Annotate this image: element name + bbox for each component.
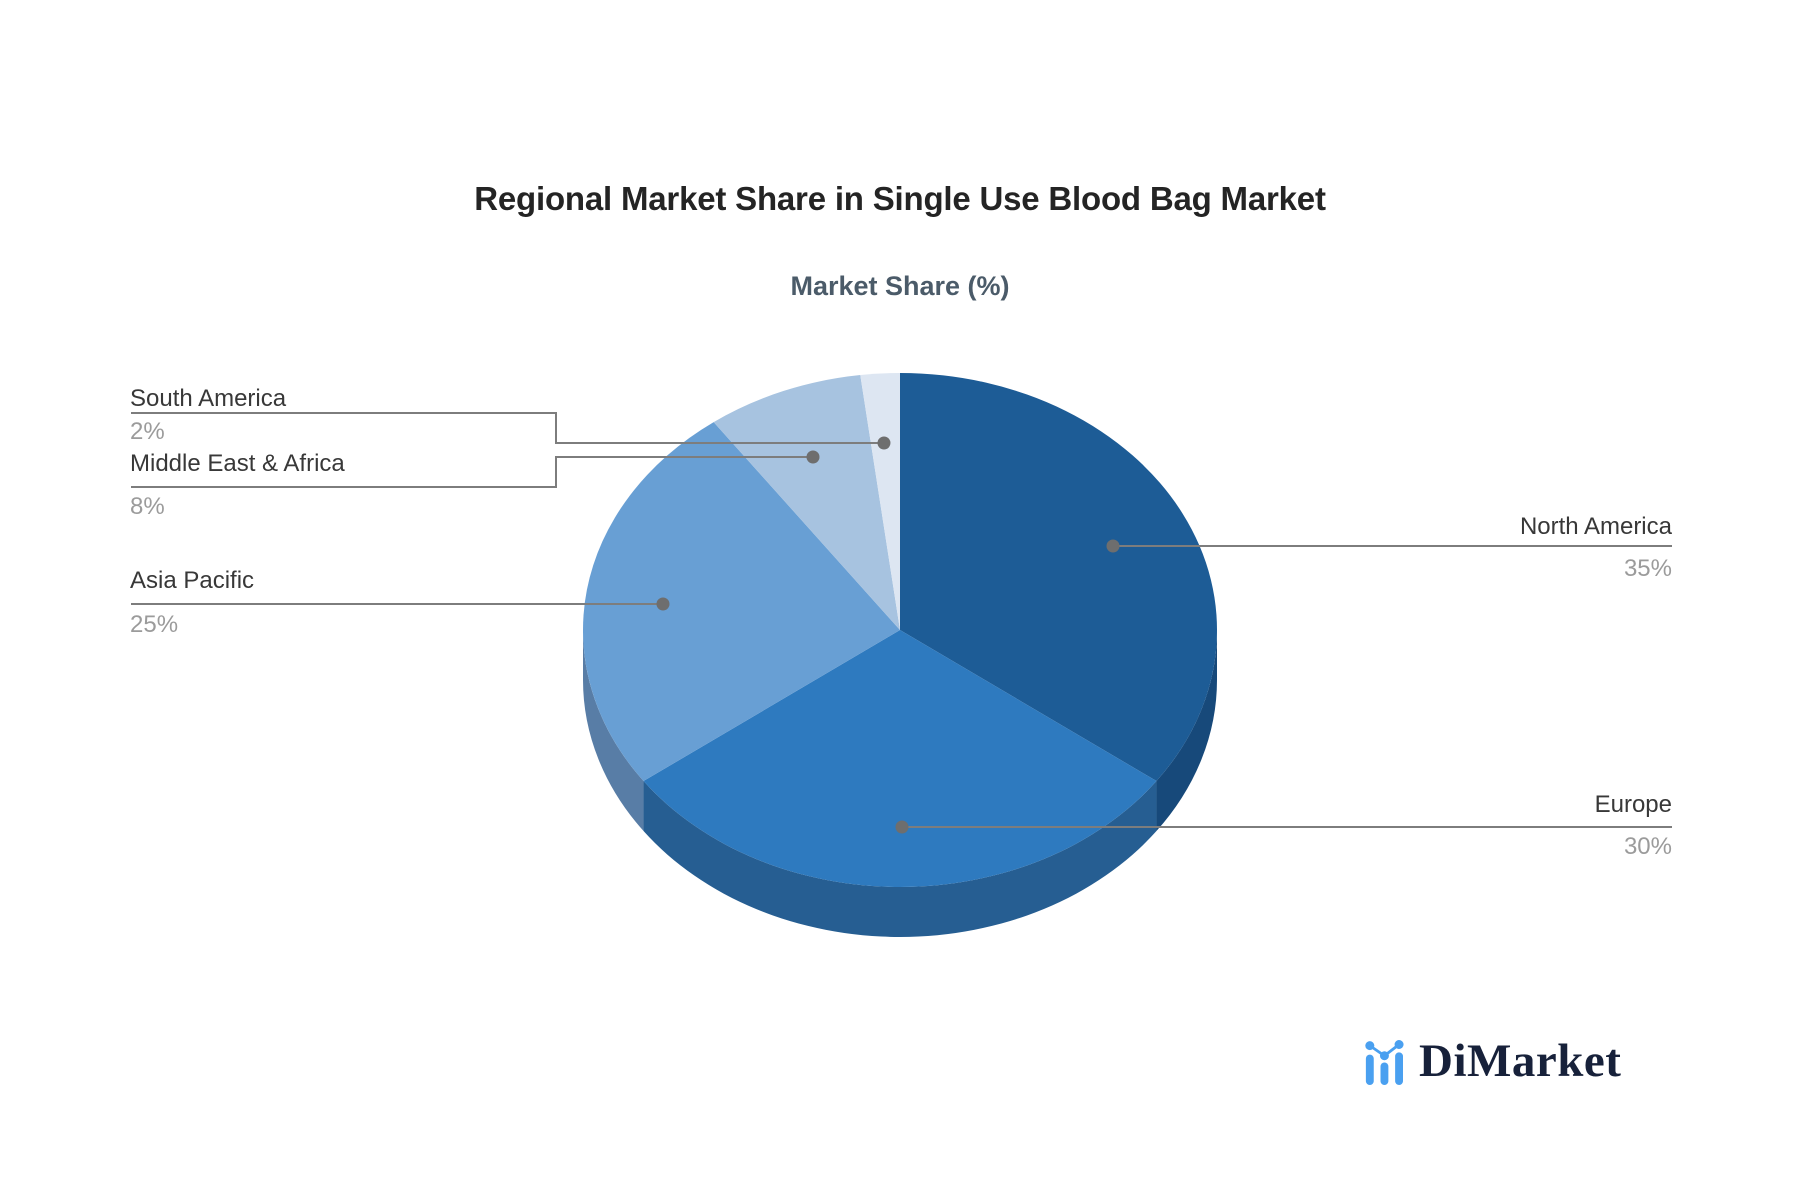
- callout-label-south-america: South America: [130, 385, 287, 412]
- callout-label-middle-east-africa: Middle East & Africa: [130, 450, 345, 477]
- callout-value-europe: 30%: [1623, 833, 1672, 860]
- pie-slice-europe[interactable]: [643, 630, 1157, 887]
- chart-subtitle: Market Share (%): [790, 271, 1010, 301]
- callout-anchor-dot-south-america: [877, 436, 891, 450]
- callout-anchor-dot-europe: [895, 820, 909, 834]
- callout-label-north-america: North America: [1519, 513, 1672, 540]
- pie-slice-north-america[interactable]: [900, 373, 1217, 782]
- pie-slice-side-europe: [643, 781, 1157, 937]
- callout-value-middle-east-africa: 8%: [130, 493, 165, 520]
- callout-value-asia-pacific: 25%: [130, 611, 179, 638]
- callout-anchor-dot-middle-east-africa: [806, 450, 820, 464]
- callout-value-south-america: 2%: [130, 418, 165, 445]
- bar-chart-with-trend-dots-icon: [1365, 1040, 1404, 1085]
- pie-slice-south-america[interactable]: [860, 373, 900, 630]
- callout-label-europe: Europe: [1594, 791, 1672, 818]
- callout-anchor-dot-asia-pacific: [656, 597, 670, 611]
- callout-line-middle-east-africa: [131, 456, 813, 488]
- callout-value-north-america: 35%: [1623, 555, 1672, 582]
- callout-line-south-america: [131, 412, 884, 444]
- pie-slice-side-north-america: [1156, 630, 1217, 832]
- pie-slice-asia-pacific[interactable]: [583, 422, 900, 782]
- brand-logo-text: DiMarket: [1419, 1035, 1622, 1087]
- callout-label-asia-pacific: Asia Pacific: [130, 567, 255, 594]
- pie-slice-middle-east-africa[interactable]: [713, 375, 900, 630]
- brand-logo: DiMarket: [1364, 1038, 1621, 1085]
- callout-anchor-dot-north-america: [1106, 539, 1120, 553]
- chart-title: Regional Market Share in Single Use Bloo…: [474, 180, 1326, 217]
- pie-slice-side-asia-pacific: [583, 630, 644, 832]
